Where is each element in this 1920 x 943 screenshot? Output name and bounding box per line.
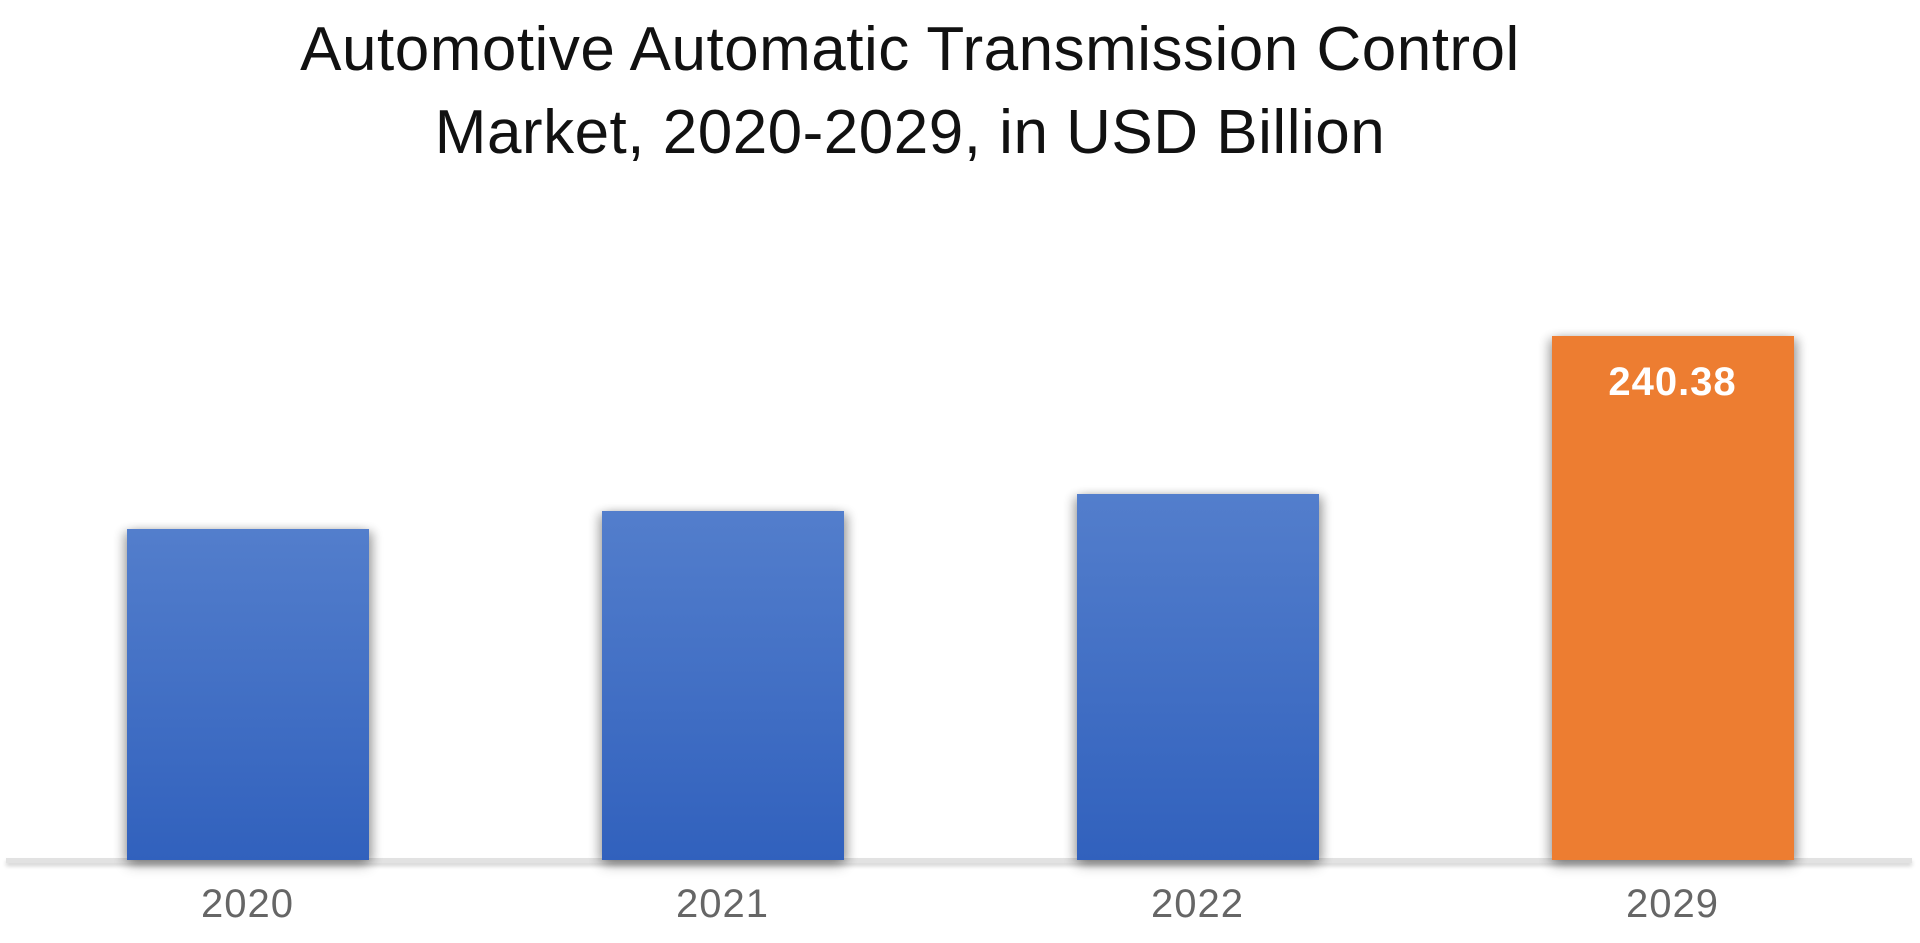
chart-title-line-1: Automotive Automatic Transmission Contro…	[300, 15, 1520, 84]
bar-2020	[126, 528, 369, 860]
x-tick-2029: 2029	[1626, 882, 1719, 926]
x-tick-2021: 2021	[676, 882, 769, 926]
x-tick-2020: 2020	[201, 882, 294, 926]
bar-2022	[1076, 493, 1319, 860]
chart-title: Automotive Automatic Transmission Contro…	[0, 8, 1820, 174]
x-tick-2022: 2022	[1151, 882, 1244, 926]
x-axis-line	[6, 858, 1912, 863]
x-axis-ticks: 2020 2021 2022 2029	[10, 882, 1910, 932]
bar-2029: 240.38	[1551, 335, 1794, 860]
data-label-2029: 240.38	[1608, 359, 1737, 404]
plot-area: 240.38	[10, 293, 1910, 860]
bar-2021	[601, 511, 844, 860]
chart-title-line-2: Market, 2020-2029, in USD Billion	[434, 98, 1386, 167]
